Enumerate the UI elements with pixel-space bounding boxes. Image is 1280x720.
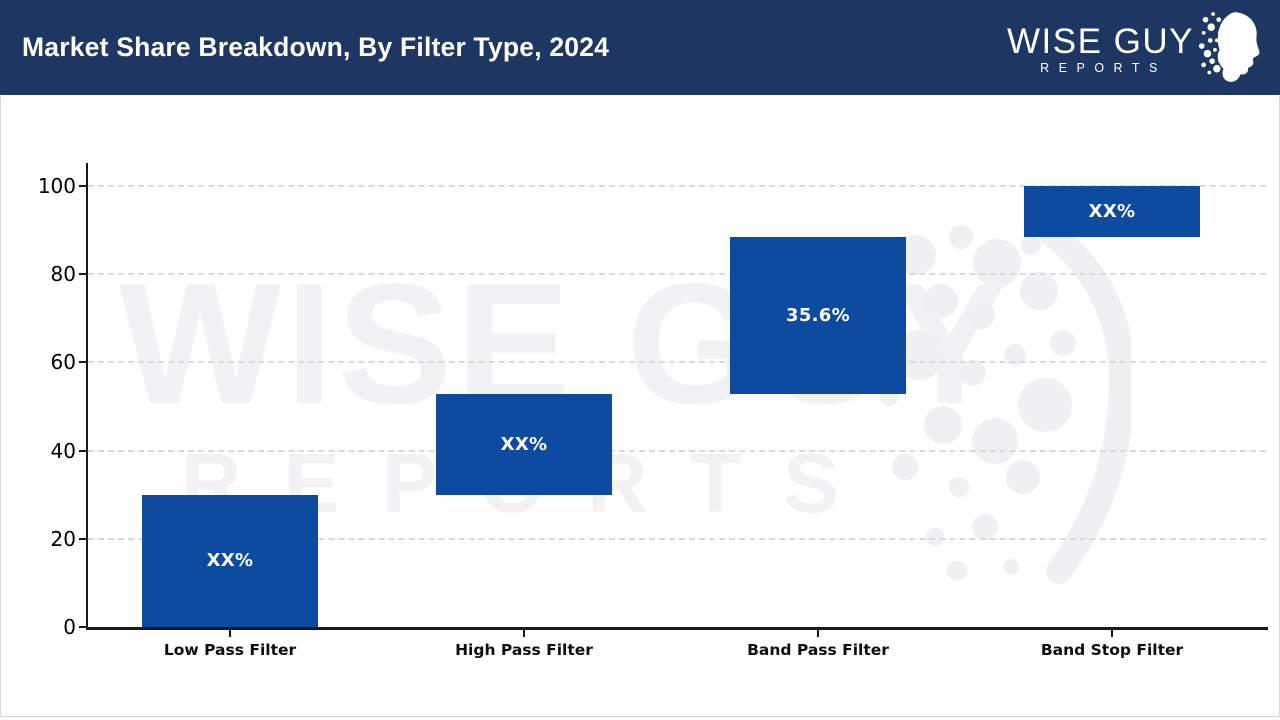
head-profile-logo-icon	[1198, 5, 1264, 93]
brand-wordmark: WISE GUY REPORTS	[1006, 21, 1194, 76]
brand-logo: WISE GUY REPORTS	[1004, 6, 1264, 92]
watermark-head-icon	[801, 215, 1136, 619]
header: Market Share Breakdown, By Filter Type, …	[0, 0, 1280, 95]
brand-subtitle: REPORTS	[1040, 60, 1167, 75]
brand-name: WISE GUY	[1006, 21, 1194, 61]
watermark-reports: REPORTS	[181, 436, 882, 530]
chart-area: WISE GUY REPORTS	[0, 95, 1280, 717]
bottom-border	[0, 716, 1280, 717]
page-title: Market Share Breakdown, By Filter Type, …	[22, 32, 610, 62]
